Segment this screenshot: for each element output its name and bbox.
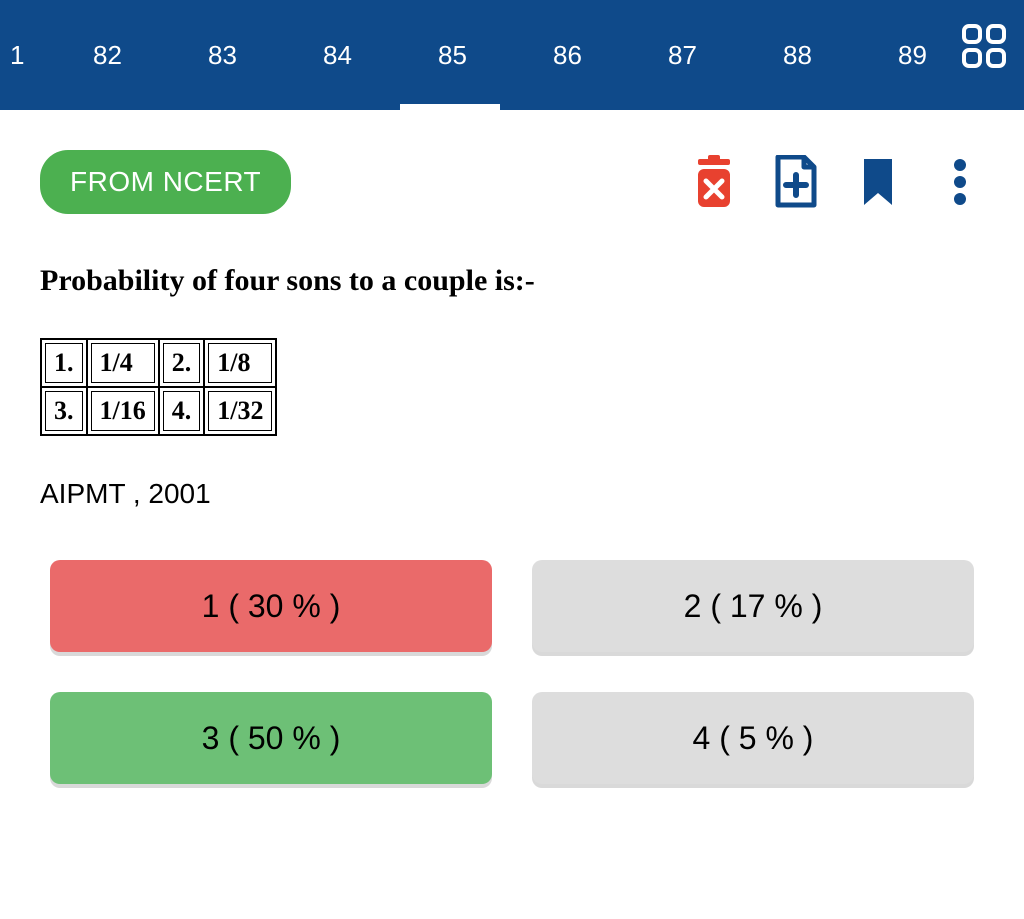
content-area: FROM NCERT (0, 110, 1024, 784)
tab-strip: 1 82 83 84 85 86 87 88 89 (10, 34, 1014, 77)
question-text: Probability of four sons to a couple is:… (40, 264, 984, 298)
option-cell-num: 3. (45, 391, 83, 431)
active-tab-underline (400, 104, 500, 110)
option-cell-num: 2. (163, 343, 201, 383)
exam-source-tag: AIPMT , 2001 (40, 478, 984, 510)
delete-icon[interactable] (690, 155, 738, 209)
tab-q-82[interactable]: 82 (50, 34, 165, 77)
answer-button-3[interactable]: 3 ( 50 % ) (50, 692, 492, 784)
option-cell-num: 4. (163, 391, 201, 431)
tab-q-prev[interactable]: 1 (10, 34, 50, 77)
option-cell-val: 1/8 (208, 343, 272, 383)
answer-button-2[interactable]: 2 ( 17 % ) (532, 560, 974, 652)
source-badge: FROM NCERT (40, 150, 291, 214)
option-cell-val: 1/4 (91, 343, 155, 383)
tab-q-88[interactable]: 88 (740, 34, 855, 77)
more-menu-icon[interactable] (936, 155, 984, 209)
question-option-grid: 1. 1/4 2. 1/8 3. 1/16 4. 1/32 (40, 338, 277, 436)
tab-q-83[interactable]: 83 (165, 34, 280, 77)
tab-q-87[interactable]: 87 (625, 34, 740, 77)
grid-view-icon[interactable] (962, 24, 1006, 68)
action-icons (690, 155, 984, 209)
tab-q-86[interactable]: 86 (510, 34, 625, 77)
question-number-tabbar: 1 82 83 84 85 86 87 88 89 (0, 0, 1024, 110)
option-cell-val: 1/32 (208, 391, 272, 431)
tab-q-89[interactable]: 89 (855, 34, 970, 77)
tab-q-85[interactable]: 85 (395, 34, 510, 77)
header-row: FROM NCERT (40, 150, 984, 214)
answer-button-4[interactable]: 4 ( 5 % ) (532, 692, 974, 784)
tab-q-84[interactable]: 84 (280, 34, 395, 77)
option-cell-num: 1. (45, 343, 83, 383)
answer-button-1[interactable]: 1 ( 30 % ) (50, 560, 492, 652)
answer-button-grid: 1 ( 30 % ) 2 ( 17 % ) 3 ( 50 % ) 4 ( 5 %… (40, 560, 984, 784)
bookmark-icon[interactable] (854, 155, 902, 209)
add-note-icon[interactable] (772, 155, 820, 209)
option-cell-val: 1/16 (91, 391, 155, 431)
